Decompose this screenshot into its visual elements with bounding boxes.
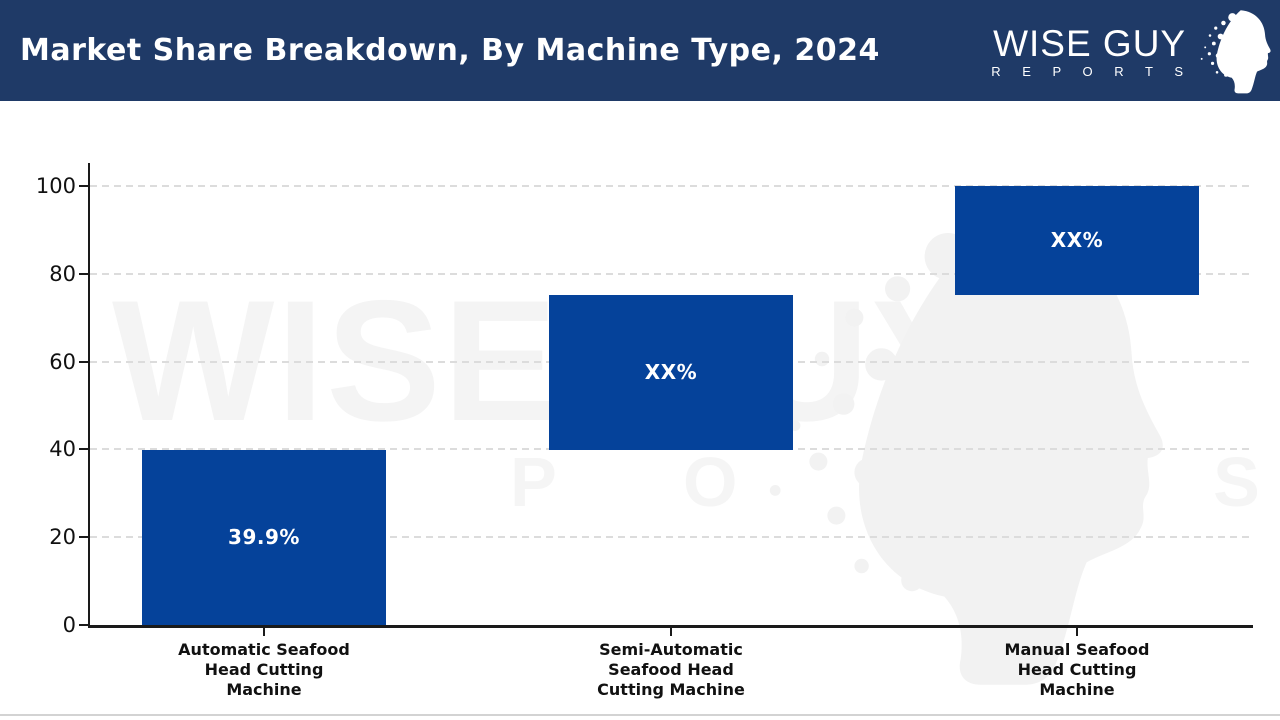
x-axis-spine <box>88 625 1253 628</box>
category-label: Automatic Seafood Head Cutting Machine <box>104 640 424 700</box>
gridline-100 <box>90 185 1253 187</box>
category-label-line: Manual Seafood <box>1004 640 1150 659</box>
y-tick-label-20: 20 <box>49 525 76 550</box>
category-label: Manual Seafood Head Cutting Machine <box>917 640 1237 700</box>
x-tick-0 <box>263 628 265 636</box>
bar-segment: XX% <box>549 294 793 450</box>
chart-title: Market Share Breakdown, By Machine Type,… <box>20 33 880 68</box>
wise-guy-reports-logo: WISE GUY R E P O R T S <box>987 4 1274 98</box>
gridline-20 <box>90 536 1253 539</box>
gridline-80 <box>90 272 1253 275</box>
y-axis-spine <box>88 163 90 627</box>
category-label-line: Semi-Automatic <box>599 640 743 659</box>
bottom-divider <box>0 714 1280 716</box>
bar-value-label: XX% <box>1050 228 1104 253</box>
bar-value-label: 39.9% <box>228 525 300 550</box>
y-tick-20 <box>79 536 88 539</box>
category-label-line: Machine <box>1039 680 1115 699</box>
category-label: Semi-Automatic Seafood Head Cutting Machin… <box>511 640 831 700</box>
y-tick-0 <box>79 624 88 626</box>
category-label-line: Automatic Seafood <box>178 640 350 659</box>
category-label-line: Cutting Machine <box>597 680 745 699</box>
logo-text: WISE GUY R E P O R T S <box>987 22 1192 80</box>
y-tick-60 <box>79 360 88 363</box>
category-label-line: Machine <box>226 680 302 699</box>
category-label-line: Head Cutting <box>204 660 324 679</box>
category-label-line: Seafood Head <box>608 660 734 679</box>
category-label-line: Head Cutting <box>1017 660 1137 679</box>
y-tick-label-100: 100 <box>35 174 76 198</box>
bar-value-label: XX% <box>644 360 698 385</box>
y-tick-label-80: 80 <box>49 261 76 286</box>
logo-wiseguy-label: WISE GUY <box>993 22 1187 64</box>
logo-reports-label: R E P O R T S <box>991 64 1192 80</box>
y-tick-100 <box>79 185 88 187</box>
y-tick-label-40: 40 <box>49 437 76 462</box>
bar-segment: 39.9% <box>142 449 386 625</box>
y-tick-label-0: 0 <box>62 613 76 637</box>
header-bar: Market Share Breakdown, By Machine Type,… <box>0 0 1280 101</box>
x-tick-1 <box>670 628 672 636</box>
bar-segment: XX% <box>955 186 1199 295</box>
y-tick-80 <box>79 272 88 275</box>
y-tick-40 <box>79 448 88 451</box>
logo-head-icon <box>1200 9 1271 93</box>
y-tick-label-60: 60 <box>49 349 76 374</box>
x-tick-2 <box>1076 628 1078 636</box>
